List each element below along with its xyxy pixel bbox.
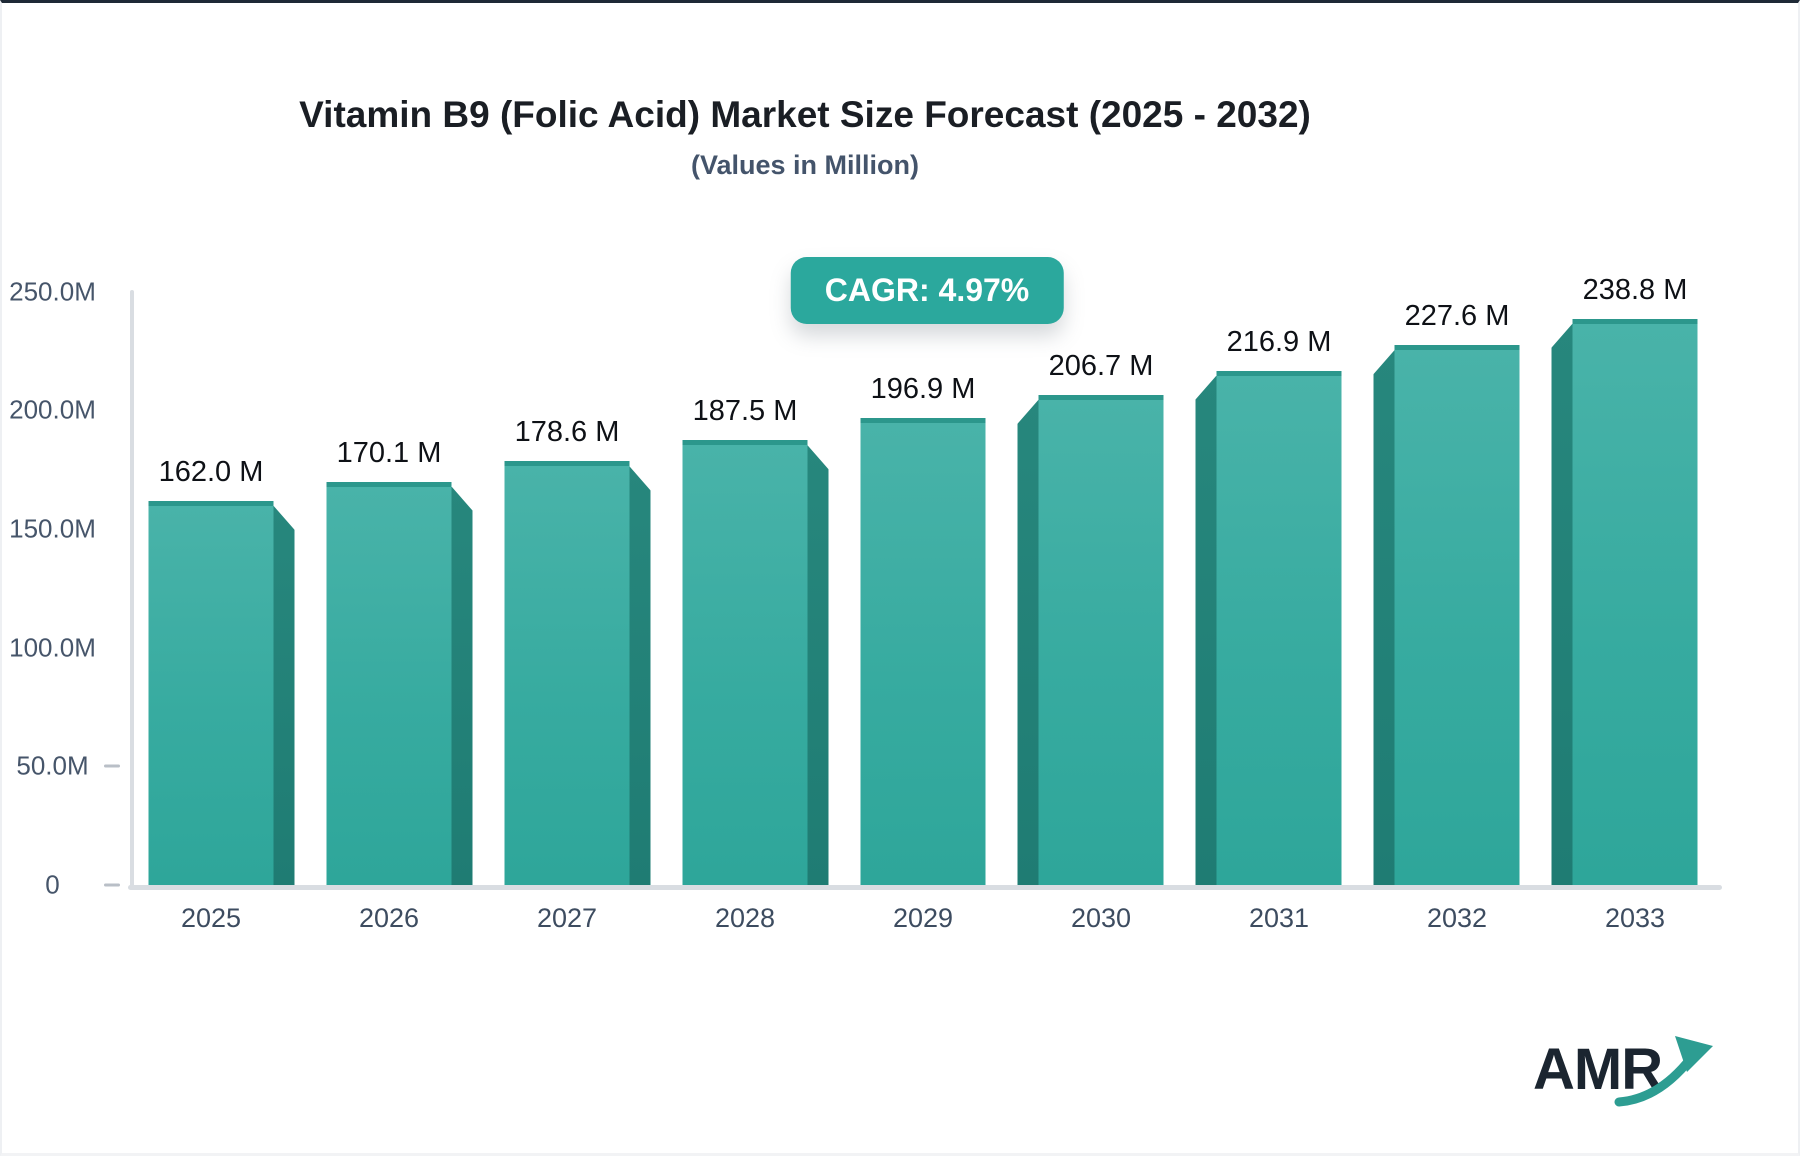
bar-face bbox=[682, 440, 829, 885]
bar-side-face bbox=[807, 445, 829, 885]
bar-face bbox=[504, 461, 651, 885]
bar-value-label: 227.6 M bbox=[1404, 300, 1510, 333]
bar-value-label: 162.0 M bbox=[158, 455, 264, 488]
y-axis-tick-label: 50.0M bbox=[16, 750, 89, 781]
bar-side-face bbox=[1551, 323, 1573, 885]
bar-face bbox=[1551, 318, 1698, 885]
y-axis-tick-label: 150.0M bbox=[9, 513, 96, 544]
bar-face bbox=[326, 481, 473, 885]
x-axis-year-label: 2025 bbox=[180, 903, 242, 933]
chart-subtitle: (Values in Million) bbox=[690, 150, 920, 180]
bar-face bbox=[860, 417, 986, 885]
bar-face bbox=[148, 500, 295, 885]
x-axis-year-label: 2029 bbox=[892, 903, 954, 933]
x-axis-year-label: 2032 bbox=[1426, 903, 1488, 933]
y-axis-line bbox=[130, 290, 134, 887]
bar-value-label: 178.6 M bbox=[514, 416, 620, 449]
y-axis-tick-label: 200.0M bbox=[9, 394, 96, 425]
bar-side-face bbox=[451, 486, 473, 885]
y-axis-tick-label: 0 bbox=[45, 869, 60, 900]
bar-value-label: 238.8 M bbox=[1582, 273, 1688, 306]
x-axis-line bbox=[128, 885, 1722, 890]
chart-title: Vitamin B9 (Folic Acid) Market Size Fore… bbox=[299, 94, 1311, 135]
amr-logo: AMR bbox=[1533, 1036, 1723, 1126]
bar-value-label: 206.7 M bbox=[1048, 349, 1154, 382]
bar-face bbox=[1017, 394, 1164, 885]
bar-value-label: 196.9 M bbox=[870, 372, 976, 405]
bar-value-label: 216.9 M bbox=[1226, 325, 1332, 358]
x-axis-year-label: 2028 bbox=[714, 903, 776, 933]
bar-face bbox=[1373, 345, 1520, 885]
bar-side-face bbox=[629, 466, 651, 885]
bar-value-label: 170.1 M bbox=[336, 436, 442, 469]
y-axis-tick-label: 250.0M bbox=[9, 276, 96, 307]
y-axis-tick-mark bbox=[104, 883, 120, 887]
cagr-badge: CAGR: 4.97% bbox=[790, 257, 1064, 324]
bar-side-face bbox=[1195, 375, 1217, 885]
x-axis-year-label: 2030 bbox=[1070, 903, 1132, 933]
x-axis-year-label: 2033 bbox=[1604, 903, 1666, 933]
bar-side-face bbox=[1373, 350, 1395, 885]
x-axis-year-label: 2031 bbox=[1248, 903, 1310, 933]
amr-logo-text: AMR bbox=[1533, 1037, 1663, 1102]
y-axis-tick-mark bbox=[104, 764, 120, 768]
x-axis-year-label: 2027 bbox=[536, 903, 598, 933]
bar-side-face bbox=[273, 505, 295, 885]
logo-growth-arrow-icon bbox=[1614, 1036, 1713, 1107]
x-axis-year-label: 2026 bbox=[358, 903, 420, 933]
bar-face bbox=[1195, 370, 1342, 885]
bar-value-label: 187.5 M bbox=[692, 395, 798, 428]
bar-side-face bbox=[1017, 399, 1039, 885]
y-axis-tick-label: 100.0M bbox=[9, 632, 96, 663]
